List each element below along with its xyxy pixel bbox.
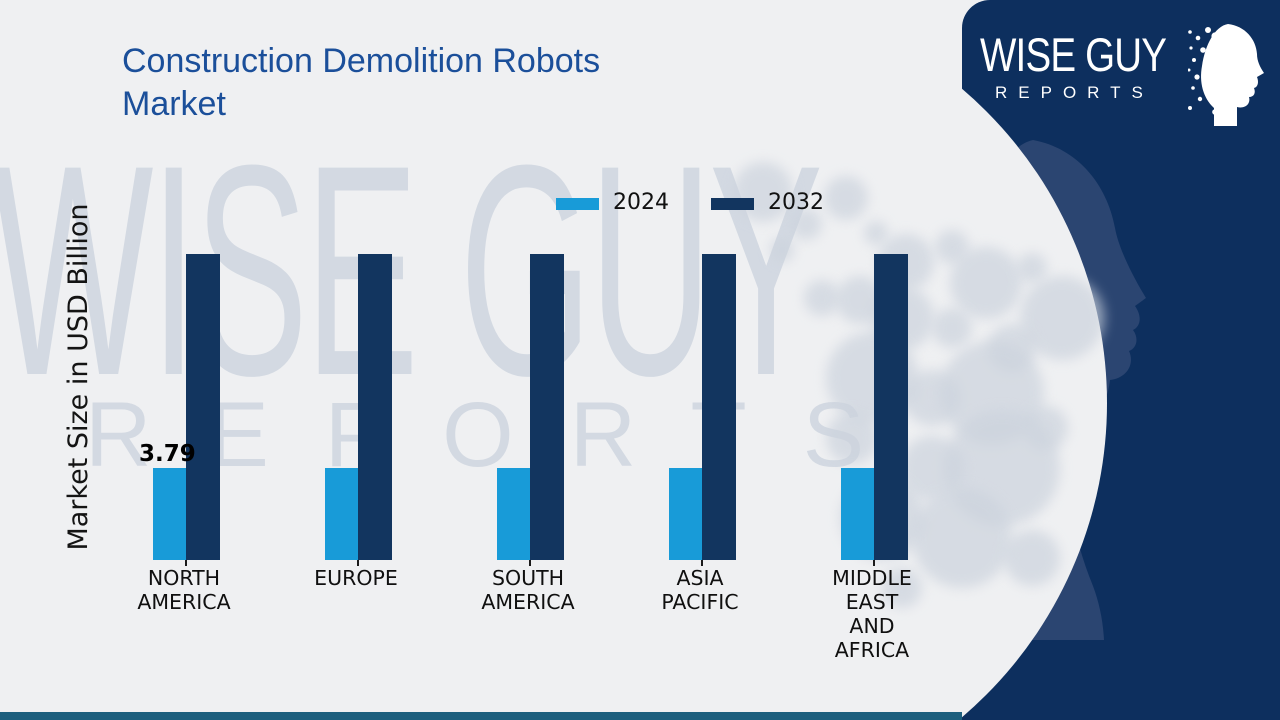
bar-2032-europe [358,254,392,560]
logo-sub-text: REPORTS [995,83,1154,102]
y-axis-label: Market Size in USD Billion [63,203,94,551]
watermark-dot [770,238,794,262]
watermark-dot [733,162,793,222]
bar-2024-north-america [153,468,186,560]
x-axis-tick-south-america [529,560,531,566]
watermark-dot [882,568,922,608]
category-label-asia-pacific: ASIA PACIFIC [661,566,739,614]
bar-2024-europe [325,468,358,560]
legend-item-2032: 2032 [711,190,824,215]
legend-swatch-2024 [556,198,599,210]
watermark-dot [790,208,822,240]
bottom-accent-strip [0,712,962,720]
bar-2032-south-america [530,254,564,560]
bar-2024-south-america [497,468,530,560]
watermark-dot [1004,530,1060,586]
watermark-dot [824,176,868,220]
category-label-north-america: NORTH AMERICA [137,566,231,614]
page-title-line-1: Construction Demolition Robots [122,42,601,80]
bar-2032-asia-pacific [702,254,736,560]
category-label-south-america: SOUTH AMERICA [481,566,575,614]
x-axis-tick-europe [357,560,359,566]
x-axis-tick-asia-pacific [701,560,703,566]
watermark-dot [912,488,1012,588]
logo-name-text: WISE GUY [980,28,1167,81]
category-label-middle-east-and-africa: MIDDLE EAST AND AFRICA [832,566,912,662]
watermark-dot [1017,253,1047,283]
legend-label-2032: 2032 [768,190,824,215]
legend-swatch-2032 [711,198,754,210]
legend-item-2024: 2024 [556,190,669,215]
bar-2024-middle-east-and-africa [841,468,874,560]
logo-face-icon [1188,24,1264,126]
x-axis-tick-north-america [185,560,187,566]
x-axis-tick-middle-east-and-africa [873,560,875,566]
watermark-dot [804,280,840,316]
watermark-dot [932,308,972,348]
wise-guy-reports-logo: WISE GUY REPORTS [980,30,1280,103]
bar-2024-asia-pacific [669,468,702,560]
bar-value-label: 3.79 [139,441,196,468]
bar-2032-north-america [186,254,220,560]
page-title-line-2: Market [122,85,226,123]
page-title: Construction Demolition Robots Market [122,40,842,126]
watermark-wiseguy-text: WISE GUY [0,102,823,438]
chart-legend: 2024 2032 [556,190,824,215]
watermark-dot [826,412,878,464]
legend-label-2024: 2024 [613,190,669,215]
watermark-dot [864,221,888,245]
watermark-dot [950,247,1022,319]
bar-2032-middle-east-and-africa [874,254,908,560]
category-label-europe: EUROPE [314,566,398,590]
